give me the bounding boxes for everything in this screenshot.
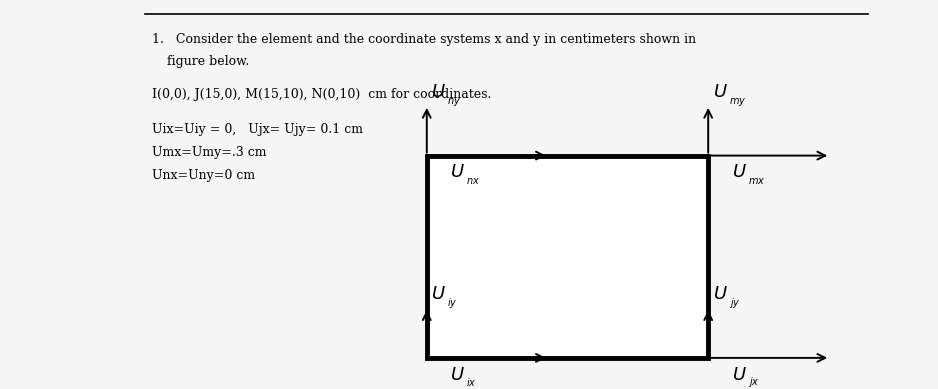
Text: Unx=Uny=0 cm: Unx=Uny=0 cm bbox=[152, 169, 255, 182]
Text: $U$: $U$ bbox=[732, 366, 747, 384]
Text: $U$: $U$ bbox=[431, 286, 446, 303]
Text: $U$: $U$ bbox=[450, 163, 465, 181]
Text: $_{iy}$: $_{iy}$ bbox=[447, 297, 458, 311]
Text: $U$: $U$ bbox=[450, 366, 465, 384]
Text: 1.   Consider the element and the coordinate systems x and y in centimeters show: 1. Consider the element and the coordina… bbox=[152, 33, 696, 46]
Text: $_{my}$: $_{my}$ bbox=[729, 95, 747, 109]
Text: $U$: $U$ bbox=[732, 163, 747, 181]
Text: $_{ix}$: $_{ix}$ bbox=[466, 375, 477, 389]
Bar bbox=[427, 156, 708, 358]
Text: $_{jy}$: $_{jy}$ bbox=[729, 297, 740, 311]
Text: $U$: $U$ bbox=[713, 83, 728, 101]
Text: $_{nx}$: $_{nx}$ bbox=[466, 173, 480, 187]
Text: $_{jx}$: $_{jx}$ bbox=[748, 375, 759, 389]
Text: $_{ny}$: $_{ny}$ bbox=[447, 95, 461, 109]
Text: $_{mx}$: $_{mx}$ bbox=[748, 173, 765, 187]
Text: $U$: $U$ bbox=[431, 83, 446, 101]
Text: Uix=Uiy = 0,   Ujx= Ujy= 0.1 cm: Uix=Uiy = 0, Ujx= Ujy= 0.1 cm bbox=[152, 123, 363, 135]
Text: $U$: $U$ bbox=[713, 286, 728, 303]
Text: I(0,0), J(15,0), M(15,10), N(0,10)  cm for coordinates.: I(0,0), J(15,0), M(15,10), N(0,10) cm fo… bbox=[152, 88, 492, 100]
Text: Umx=Umy=.3 cm: Umx=Umy=.3 cm bbox=[152, 146, 266, 159]
Text: figure below.: figure below. bbox=[167, 55, 250, 68]
